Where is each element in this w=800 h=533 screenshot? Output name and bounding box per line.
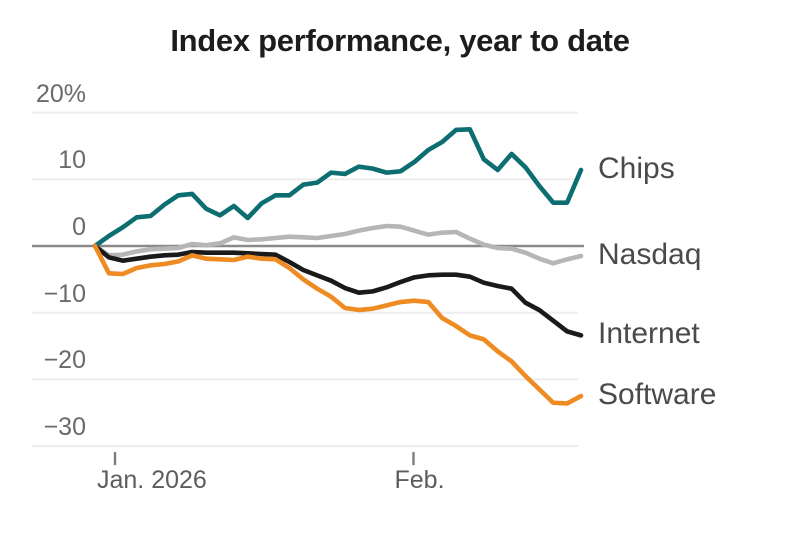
series-line-internet: [92, 243, 584, 338]
y-axis-tick-label: −20: [43, 346, 86, 375]
series-label-nasdaq: Nasdaq: [598, 238, 702, 271]
series-line-nasdaq: [92, 223, 584, 266]
y-axis-tick-label: −10: [43, 279, 86, 308]
chart-title: Index performance, year to date: [170, 23, 630, 58]
series-line-software: [92, 243, 584, 406]
series-label-software: Software: [598, 378, 717, 412]
gridlines: [32, 111, 578, 448]
series-label-internet: Internet: [598, 317, 700, 351]
y-axis-tick-label: 10: [58, 146, 86, 175]
y-axis-tick-label: 20%: [35, 79, 86, 108]
x-axis-tick-label: Jan. 2026: [97, 466, 207, 495]
x-axis-ticks: [113, 452, 415, 466]
y-axis-tick-label: −30: [43, 413, 86, 442]
series-line-chips: [92, 126, 584, 249]
series-label-chips: Chips: [598, 151, 675, 185]
y-axis-tick-label: 0: [72, 213, 86, 241]
series-lines: [92, 126, 584, 406]
x-axis-tick-label: Feb.: [394, 466, 445, 495]
